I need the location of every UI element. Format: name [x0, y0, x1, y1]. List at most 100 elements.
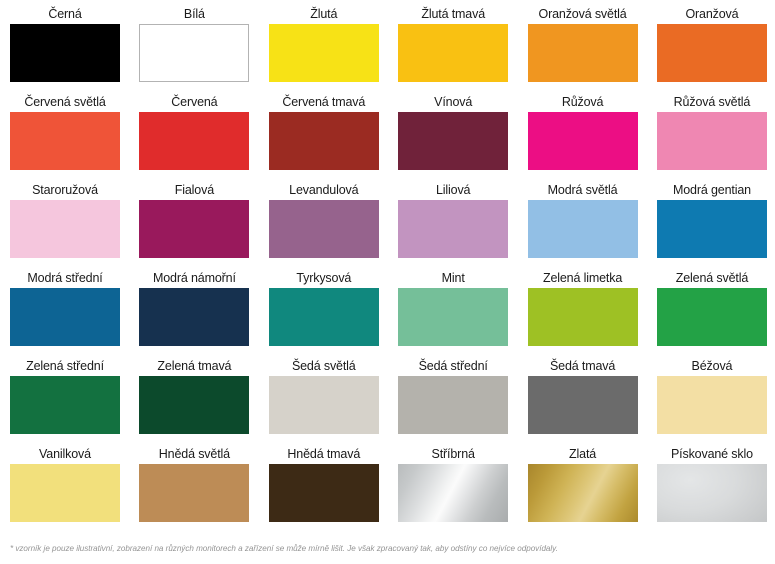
- swatch-label: Modrá gentian: [672, 183, 751, 197]
- swatch-cell[interactable]: Šedá tmavá: [527, 356, 638, 436]
- swatch-label: Tyrkysová: [296, 271, 352, 285]
- swatch-cell[interactable]: Bílá: [139, 4, 250, 84]
- swatch-label: Červená světlá: [24, 95, 106, 109]
- swatch-chip[interactable]: [527, 288, 638, 346]
- swatch-cell[interactable]: Černá: [10, 4, 120, 84]
- swatch-chip[interactable]: [656, 112, 767, 170]
- swatch-label: Šedá střední: [418, 359, 488, 373]
- swatch-label: Zelená limetka: [542, 271, 623, 285]
- swatch-chip[interactable]: [398, 288, 509, 346]
- swatch-cell[interactable]: Hnědá tmavá: [268, 444, 379, 524]
- swatch-cell[interactable]: Hnědá světlá: [139, 444, 250, 524]
- swatch-chip[interactable]: [10, 24, 120, 82]
- swatch-label: Hnědá světlá: [158, 447, 230, 461]
- swatch-cell[interactable]: Vanilková: [10, 444, 120, 524]
- swatch-chip[interactable]: [139, 376, 250, 434]
- swatch-chip[interactable]: [398, 376, 509, 434]
- swatch-label: Žlutá tmavá: [421, 7, 485, 21]
- swatch-chip[interactable]: [139, 112, 250, 170]
- swatch-chip[interactable]: [527, 464, 638, 522]
- swatch-chip[interactable]: [656, 288, 767, 346]
- swatch-chip[interactable]: [398, 464, 509, 522]
- swatch-chip[interactable]: [527, 112, 638, 170]
- swatch-label: Červená: [171, 95, 218, 109]
- swatch-label: Mint: [441, 271, 465, 285]
- swatch-cell[interactable]: Tyrkysová: [268, 268, 379, 348]
- swatch-cell[interactable]: Stříbrná: [398, 444, 509, 524]
- swatch-grid: Černá Bílá Žlutá Žlutá tmavá Oranžová světlá…: [10, 4, 767, 524]
- swatch-chip[interactable]: [398, 200, 509, 258]
- swatch-cell[interactable]: Žlutá tmavá: [398, 4, 509, 84]
- swatch-chip[interactable]: [139, 24, 250, 82]
- swatch-cell[interactable]: Růžová: [527, 92, 638, 172]
- swatch-cell[interactable]: Fialová: [139, 180, 250, 260]
- swatch-chip[interactable]: [527, 376, 638, 434]
- swatch-chip[interactable]: [398, 112, 509, 170]
- swatch-chip[interactable]: [268, 24, 379, 82]
- swatch-chip[interactable]: [10, 288, 120, 346]
- swatch-cell[interactable]: Oranžová světlá: [527, 4, 638, 84]
- swatch-cell[interactable]: Levandulová: [268, 180, 379, 260]
- swatch-label: Modrá světlá: [547, 183, 618, 197]
- swatch-label: Modrá námořní: [152, 271, 236, 285]
- swatch-label: Zlatá: [569, 447, 597, 461]
- swatch-cell[interactable]: Šedá světlá: [268, 356, 379, 436]
- swatch-chip[interactable]: [656, 24, 767, 82]
- swatch-label: Béžová: [691, 359, 733, 373]
- swatch-label: Žlutá: [310, 7, 338, 21]
- swatch-cell[interactable]: Pískované sklo: [656, 444, 767, 524]
- swatch-cell[interactable]: Modrá gentian: [656, 180, 767, 260]
- swatch-chip[interactable]: [10, 376, 120, 434]
- swatch-chip[interactable]: [268, 200, 379, 258]
- swatch-chip[interactable]: [10, 112, 120, 170]
- swatch-chip[interactable]: [656, 376, 767, 434]
- swatch-chip[interactable]: [139, 288, 250, 346]
- swatch-cell[interactable]: Vínová: [398, 92, 509, 172]
- swatch-cell[interactable]: Zelená světlá: [656, 268, 767, 348]
- swatch-cell[interactable]: Modrá střední: [10, 268, 120, 348]
- swatch-chip[interactable]: [656, 464, 767, 522]
- swatch-label: Vanilková: [39, 447, 91, 461]
- swatch-cell[interactable]: Modrá námořní: [139, 268, 250, 348]
- swatch-cell[interactable]: Zelená limetka: [527, 268, 638, 348]
- swatch-chip[interactable]: [268, 464, 379, 522]
- swatch-cell[interactable]: Žlutá: [268, 4, 379, 84]
- swatch-label: Šedá tmavá: [549, 359, 616, 373]
- swatch-cell[interactable]: Oranžová: [656, 4, 767, 84]
- swatch-label: Vínová: [434, 95, 473, 109]
- swatch-chip[interactable]: [656, 200, 767, 258]
- swatch-cell[interactable]: Modrá světlá: [527, 180, 638, 260]
- swatch-chip[interactable]: [268, 376, 379, 434]
- swatch-cell[interactable]: Béžová: [656, 356, 767, 436]
- swatch-cell[interactable]: Mint: [398, 268, 509, 348]
- swatch-chip[interactable]: [139, 200, 250, 258]
- swatch-label: Hnědá tmavá: [287, 447, 361, 461]
- swatch-cell[interactable]: Červená tmavá: [268, 92, 379, 172]
- swatch-label: Zelená střední: [26, 359, 104, 373]
- swatch-label: Šedá světlá: [291, 359, 356, 373]
- swatch-cell[interactable]: Šedá střední: [398, 356, 509, 436]
- swatch-cell[interactable]: Červená světlá: [10, 92, 120, 172]
- swatch-chip[interactable]: [268, 288, 379, 346]
- swatch-cell[interactable]: Zlatá: [527, 444, 638, 524]
- swatch-cell[interactable]: Zelená tmavá: [139, 356, 250, 436]
- swatch-chip[interactable]: [10, 200, 120, 258]
- swatch-label: Fialová: [174, 183, 215, 197]
- swatch-cell[interactable]: Červená: [139, 92, 250, 172]
- palette-footnote: * vzorník je pouze ilustrativní, zobraze…: [10, 544, 558, 553]
- swatch-cell[interactable]: Růžová světlá: [656, 92, 767, 172]
- swatch-cell[interactable]: Staroružová: [10, 180, 120, 260]
- swatch-label: Bílá: [183, 7, 205, 21]
- swatch-chip[interactable]: [139, 464, 250, 522]
- swatch-chip[interactable]: [10, 464, 120, 522]
- swatch-label: Červená tmavá: [282, 95, 366, 109]
- swatch-label: Staroružová: [32, 183, 98, 197]
- swatch-cell[interactable]: Liliová: [398, 180, 509, 260]
- swatch-chip[interactable]: [268, 112, 379, 170]
- swatch-chip[interactable]: [398, 24, 509, 82]
- swatch-label: Oranžová: [685, 7, 739, 21]
- swatch-cell[interactable]: Zelená střední: [10, 356, 120, 436]
- swatch-chip[interactable]: [527, 24, 638, 82]
- swatch-chip[interactable]: [527, 200, 638, 258]
